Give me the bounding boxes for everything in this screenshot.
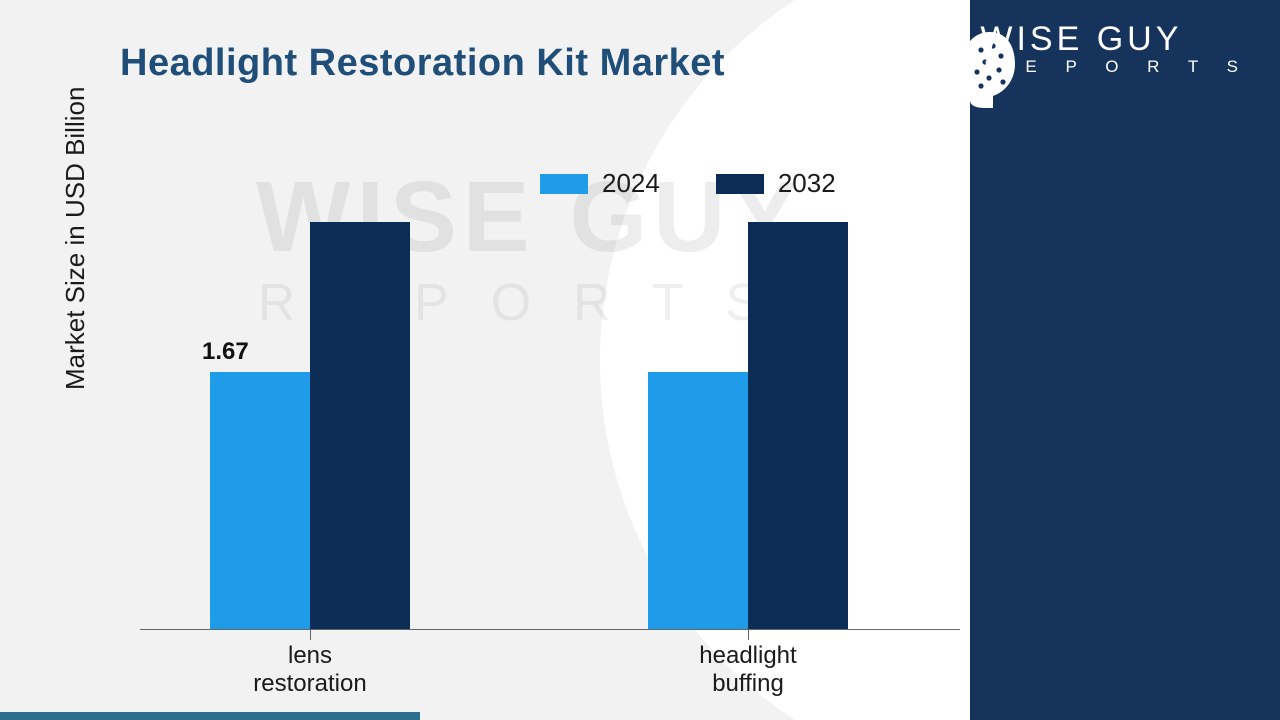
bar-value-label: 1.67 <box>202 338 249 366</box>
legend-label-2024: 2024 <box>602 168 660 199</box>
legend-item-2024: 2024 <box>540 168 660 199</box>
chart-title: Headlight Restoration Kit Market <box>120 42 725 85</box>
legend-swatch-2032 <box>716 174 764 194</box>
brand-logo: WISE GUY R E P O R T S <box>980 22 1250 76</box>
y-axis-label: Market Size in USD Billion <box>60 87 91 390</box>
bottom-accent-bar <box>0 712 420 720</box>
legend-label-2032: 2032 <box>778 168 836 199</box>
bar-group <box>648 222 848 629</box>
bar <box>310 222 410 629</box>
legend: 2024 2032 <box>540 168 836 199</box>
bar <box>210 372 310 629</box>
brand-main-text: WISE GUY <box>980 22 1250 58</box>
brand-sub-text: R E P O R T S <box>980 58 1250 76</box>
x-category-label: headlightbuffing <box>648 630 848 697</box>
legend-item-2032: 2032 <box>716 168 836 199</box>
legend-swatch-2024 <box>540 174 588 194</box>
chart-canvas: WISE GUY R E P O R T S WISE GUY REPORTS … <box>0 0 1280 720</box>
bar <box>748 222 848 629</box>
x-category-label: lensrestoration <box>210 630 410 697</box>
bar <box>648 372 748 629</box>
plot-area: 1.67lensrestorationheadlightbuffing <box>140 215 960 630</box>
bar-group: 1.67 <box>210 222 410 629</box>
